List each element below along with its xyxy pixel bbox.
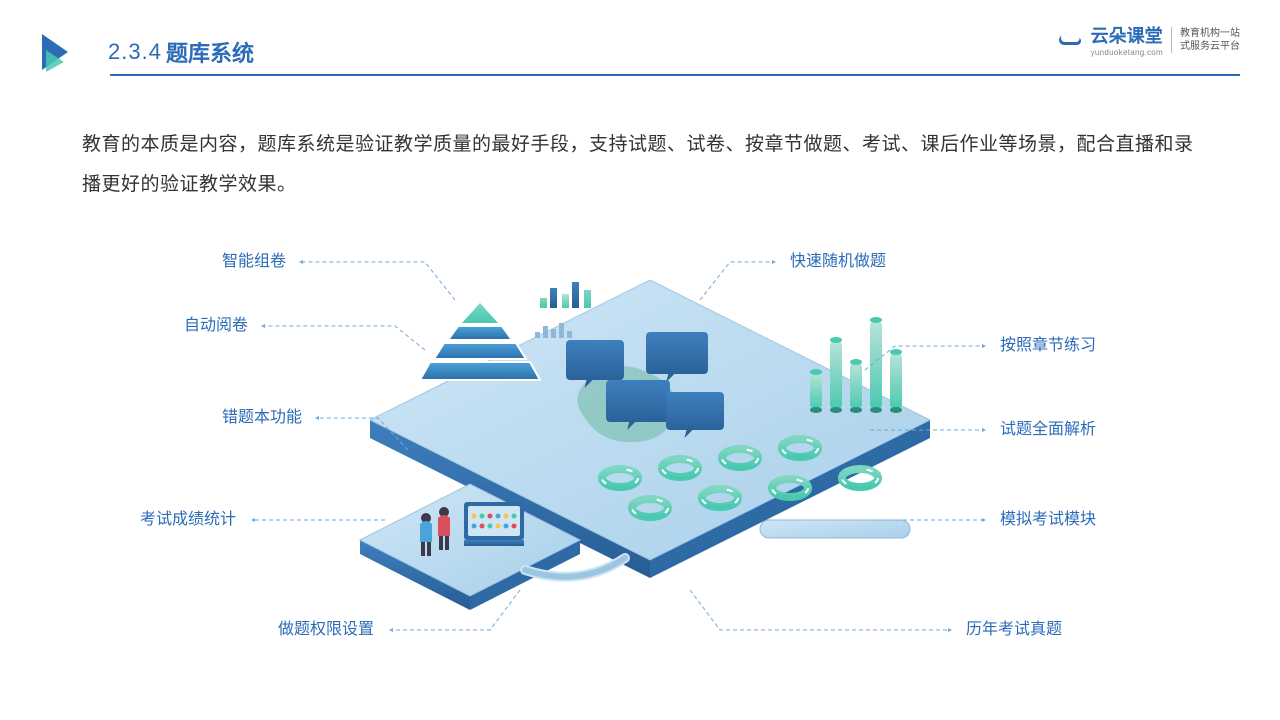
- header-rule: [110, 74, 1240, 76]
- feature-label: 试题全面解析: [1000, 420, 1096, 438]
- feature-label: 快速随机做题: [790, 252, 886, 270]
- header-bullet-icon: [38, 32, 78, 72]
- section-number: 2.3.4: [108, 39, 162, 65]
- feature-label: 错题本功能: [222, 408, 302, 426]
- brand-logo: 云朵课堂 yunduoketang.com 教育机构一站 式服务云平台: [1057, 22, 1240, 57]
- logo-divider: [1171, 27, 1172, 53]
- cloud-icon: [1057, 29, 1083, 51]
- brand-tagline: 教育机构一站 式服务云平台: [1180, 27, 1240, 53]
- feature-label: 智能组卷: [222, 252, 286, 270]
- feature-label: 考试成绩统计: [140, 510, 236, 528]
- feature-label: 模拟考试模块: [1000, 510, 1096, 528]
- section-title: 题库系统: [166, 36, 254, 68]
- feature-label: 做题权限设置: [278, 620, 374, 638]
- brand-url: yunduoketang.com: [1091, 48, 1163, 57]
- brand-name: 云朵课堂: [1091, 22, 1163, 48]
- feature-label: 自动阅卷: [184, 316, 248, 334]
- feature-label: 历年考试真题: [966, 620, 1062, 638]
- feature-diagram: 智能组卷自动阅卷错题本功能考试成绩统计做题权限设置 快速随机做题按照章节练习试题全…: [0, 220, 1280, 680]
- slide-description: 教育的本质是内容，题库系统是验证教学质量的最好手段，支持试题、试卷、按章节做题、…: [82, 125, 1198, 205]
- feature-label: 按照章节练习: [1000, 336, 1096, 354]
